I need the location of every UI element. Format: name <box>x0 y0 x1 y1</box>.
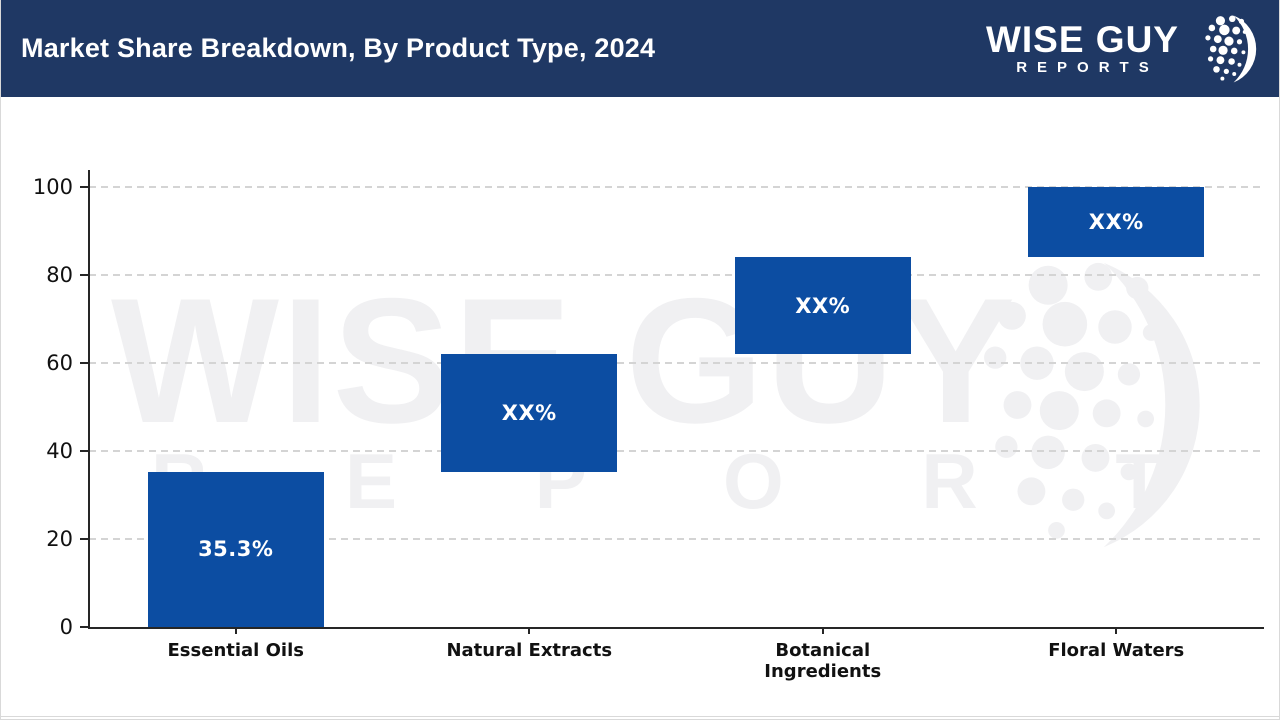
y-tick-label: 100 <box>32 174 73 199</box>
y-tick-mark <box>80 274 88 276</box>
brand-head-dots-icon <box>1205 15 1257 83</box>
brand-logo: WISE GUY REPORTS <box>986 4 1273 94</box>
bar-value-label: XX% <box>1088 210 1144 235</box>
y-tick-mark <box>80 362 88 364</box>
y-tick-label: 20 <box>46 526 73 551</box>
y-tick-mark <box>80 626 88 628</box>
gridline <box>89 362 1263 364</box>
bar-value-label: XX% <box>501 400 557 425</box>
bar-floral-waters: XX% <box>1028 187 1205 258</box>
bar-natural-extracts: XX% <box>441 354 618 472</box>
plot-area: 0 20 40 60 80 100 35.3% XX% XX% XX% <box>33 175 1263 639</box>
x-tick-mark <box>234 627 237 634</box>
gridline <box>89 450 1263 452</box>
category-label: Botanical Ingredients <box>764 640 882 682</box>
y-axis-line <box>88 170 90 628</box>
y-tick-label: 0 <box>59 614 73 639</box>
bar-value-label: 35.3% <box>198 537 274 562</box>
y-tick-mark <box>80 450 88 452</box>
y-tick-mark <box>80 186 88 188</box>
category-label: Floral Waters <box>1048 640 1185 661</box>
x-tick-mark <box>821 627 824 634</box>
gridline <box>89 186 1263 188</box>
page-title: Market Share Breakdown, By Product Type,… <box>21 33 656 63</box>
category-label: Natural Extracts <box>446 640 613 661</box>
bar-botanical-ingredients: XX% <box>734 257 911 355</box>
x-axis-line <box>88 627 1264 629</box>
x-tick-mark <box>528 627 531 634</box>
brand-wordmark: WISE GUY <box>985 19 1179 60</box>
y-tick-label: 60 <box>46 350 73 375</box>
gridline <box>89 538 1263 540</box>
header-bar: Market Share Breakdown, By Product Type,… <box>1 0 1279 97</box>
y-tick-mark <box>80 538 88 540</box>
y-tick-label: 80 <box>46 262 73 287</box>
y-tick-label: 40 <box>46 438 73 463</box>
x-tick-mark <box>1115 627 1118 634</box>
brand-reports-label: REPORTS <box>1016 59 1159 76</box>
gridline <box>89 274 1263 276</box>
category-label: Essential Oils <box>167 640 304 661</box>
bar-essential-oils: 35.3% <box>147 471 324 627</box>
bar-value-label: XX% <box>795 293 851 318</box>
bottom-divider <box>1 716 1279 717</box>
